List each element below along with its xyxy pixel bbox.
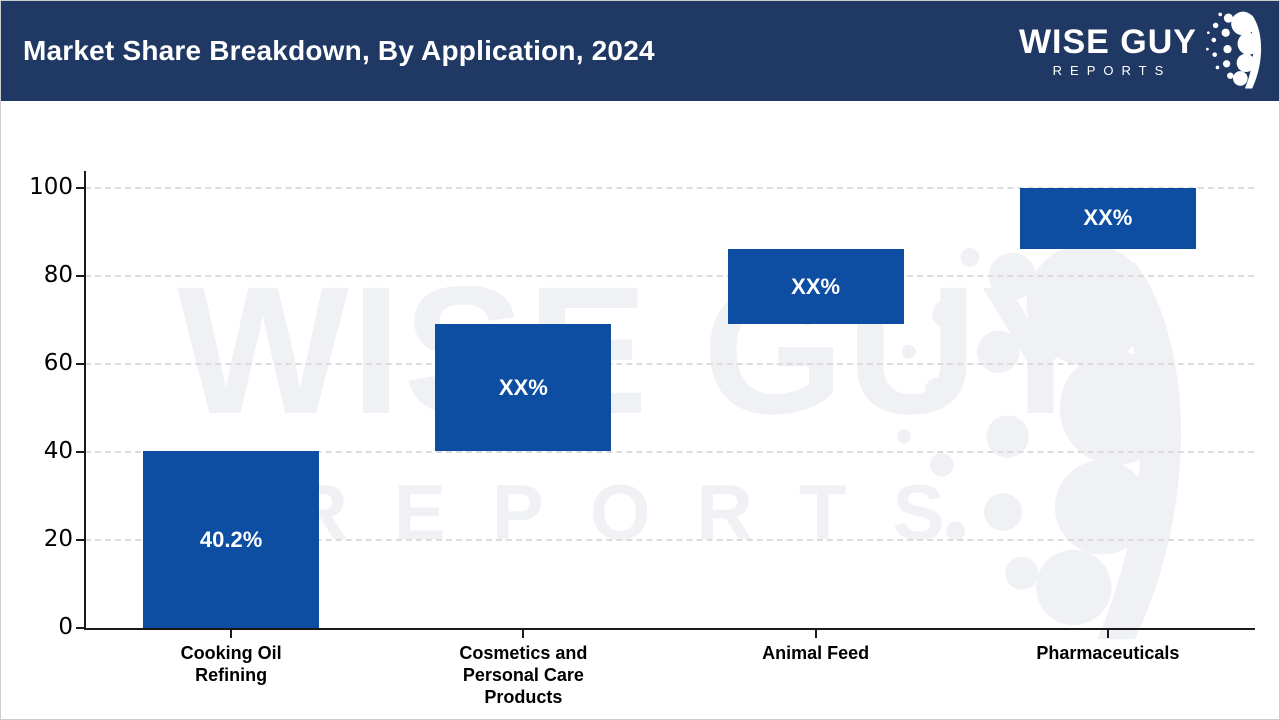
y-tick-label-60: 60 xyxy=(43,350,73,376)
bar-value-label-4: XX% xyxy=(1083,205,1133,231)
gridline-40 xyxy=(85,451,1254,453)
watermark-text: WISE GUY xyxy=(176,248,1104,452)
gridline-100 xyxy=(85,187,1254,189)
plot: 0 20 40 60 80 100 40.2% XX% XX% XX% Cooking Oil Ref… xyxy=(1,101,1279,719)
y-tick-label-0: 0 xyxy=(58,614,73,640)
x-category-label-1: Cooking Oil Refining xyxy=(101,642,361,686)
chart-area: WISE GUY REPORTS 0 20 40 60 80 100 40.2% XX% XX%… xyxy=(1,101,1279,719)
logo-wordmark-line1: WISE GUY xyxy=(1018,22,1197,61)
y-tick-mark-0 xyxy=(76,627,85,629)
x-category-label-4: Pharmaceuticals xyxy=(978,642,1238,664)
y-tick-label-40: 40 xyxy=(43,438,73,464)
x-category-label-line: Personal Care xyxy=(462,665,584,685)
y-tick-mark-80 xyxy=(76,275,85,277)
x-tick-mark-2 xyxy=(522,630,525,638)
x-category-label-line: Refining xyxy=(195,665,268,685)
x-category-label-line: Cosmetics and xyxy=(459,643,588,663)
x-category-label-line: Products xyxy=(484,687,563,707)
x-category-label-line: Cooking Oil xyxy=(180,643,282,663)
x-category-label-line: Pharmaceuticals xyxy=(1036,643,1180,663)
y-tick-label-100: 100 xyxy=(29,174,73,200)
bar-3: XX% xyxy=(727,248,904,325)
gridline-80 xyxy=(85,275,1254,277)
gridline-20 xyxy=(85,539,1254,541)
y-tick-label-80: 80 xyxy=(43,262,73,288)
y-tick-mark-20 xyxy=(76,539,85,541)
x-category-label-line: Animal Feed xyxy=(762,643,870,663)
bar-2: XX% xyxy=(435,324,612,452)
y-tick-label-20: 20 xyxy=(43,526,73,552)
gridline-60 xyxy=(85,363,1254,365)
logo-wordmark-line2: REPORTS xyxy=(1052,62,1172,78)
x-tick-mark-3 xyxy=(814,630,817,638)
watermark-subtext: REPORTS xyxy=(291,468,991,556)
bar-value-label-2: XX% xyxy=(498,374,548,400)
wiseguy-logo: WISE GUY REPORTS xyxy=(1019,7,1265,95)
x-tick-mark-4 xyxy=(1106,630,1109,638)
x-tick-mark-1 xyxy=(230,630,233,638)
bar-value-label-1: 40.2% xyxy=(199,526,263,552)
bar-4: XX% xyxy=(1019,188,1196,249)
y-axis-line xyxy=(84,171,86,630)
bar-value-label-3: XX% xyxy=(791,273,841,299)
header-bar: Market Share Breakdown, By Application, … xyxy=(1,1,1279,101)
x-axis-line xyxy=(84,628,1255,630)
x-category-label-3: Animal Feed xyxy=(686,642,946,664)
y-tick-mark-100 xyxy=(76,187,85,189)
logo-wordmark: WISE GUY REPORTS xyxy=(1019,25,1197,78)
logo-head-icon xyxy=(1206,11,1262,89)
bar-1: 40.2% xyxy=(143,451,320,628)
chart-title: Market Share Breakdown, By Application, … xyxy=(23,35,655,66)
y-tick-mark-40 xyxy=(76,451,85,453)
watermark-head-icon xyxy=(896,243,1182,640)
y-tick-mark-60 xyxy=(76,363,85,365)
x-category-label-2: Cosmetics and Personal Care Products xyxy=(393,642,653,708)
